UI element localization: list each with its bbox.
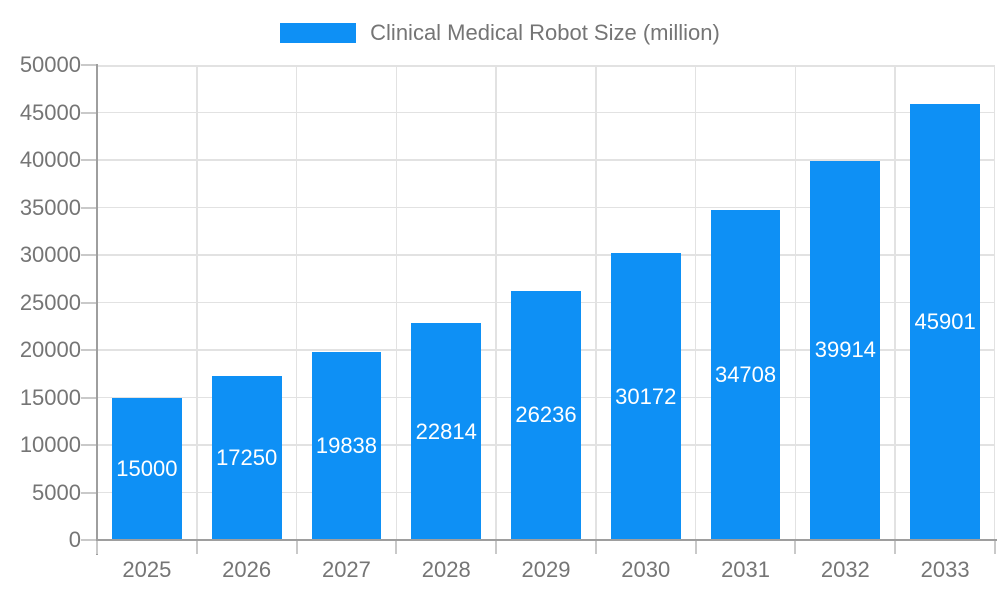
gridline-vertical <box>196 65 198 540</box>
gridline-vertical <box>595 65 597 540</box>
x-axis-tick-label: 2028 <box>421 557 471 582</box>
x-axis-tick-label: 2027 <box>321 557 371 582</box>
gridline-vertical <box>495 65 497 540</box>
gridline-horizontal <box>97 206 995 209</box>
x-axis-tick-label: 2029 <box>521 557 571 582</box>
gridline-vertical <box>794 65 797 540</box>
bar-2031[interactable]: 34708 <box>710 210 781 540</box>
y-tick-mark <box>81 539 96 541</box>
bar-value-label: 30172 <box>615 383 677 409</box>
legend-item[interactable]: Clinical Medical Robot Size (million) <box>280 20 720 46</box>
bar-value-label: 34708 <box>714 362 777 388</box>
gridline-vertical <box>694 65 697 540</box>
y-axis-tick-label: 50000 <box>19 52 81 77</box>
y-axis-tick-label: 40000 <box>19 147 81 172</box>
gridline-horizontal <box>97 254 995 256</box>
y-axis-tick-label: 10000 <box>19 432 81 457</box>
gridline-horizontal <box>97 111 995 114</box>
bar-2027[interactable]: 19838 <box>311 351 382 540</box>
x-tick-mark <box>894 541 897 554</box>
y-tick-mark <box>81 206 96 209</box>
y-axis-tick-label: 35000 <box>19 194 81 220</box>
x-axis-tick-label: 2026 <box>222 557 272 582</box>
bar-value-label: 15000 <box>116 455 178 481</box>
y-tick-mark <box>81 491 96 494</box>
bar-2030[interactable]: 30172 <box>610 253 681 540</box>
y-tick-mark <box>81 64 96 66</box>
gridline-vertical <box>894 65 896 540</box>
y-tick-mark <box>81 444 96 446</box>
gridline-vertical <box>395 65 398 540</box>
x-tick-mark <box>96 541 98 554</box>
y-tick-mark <box>81 111 96 114</box>
x-axis-tick-label: 2033 <box>920 557 970 582</box>
legend-swatch-icon <box>280 23 357 43</box>
x-tick-mark <box>794 541 797 554</box>
bar-2032[interactable]: 39914 <box>810 160 881 540</box>
gridline-horizontal <box>97 65 995 67</box>
x-tick-mark <box>994 541 996 554</box>
x-tick-mark <box>195 541 198 554</box>
y-axis-tick-label: 5000 <box>32 479 81 505</box>
plot-area: 15000 17250 19838 22814 26236 30172 34708 39914… <box>97 65 995 540</box>
bar-value-label: 22814 <box>415 418 477 444</box>
bar-2026[interactable]: 17250 <box>211 376 282 540</box>
x-tick-mark <box>395 541 398 554</box>
x-tick-mark <box>694 541 697 554</box>
bar-2029[interactable]: 26236 <box>511 290 581 540</box>
y-tick-mark <box>81 396 96 399</box>
x-tick-mark <box>495 541 498 554</box>
y-axis-tick-label: 15000 <box>19 384 81 410</box>
x-axis-line <box>96 539 997 541</box>
bar-value-label: 26236 <box>515 402 577 428</box>
x-axis-tick-label: 2032 <box>820 557 870 582</box>
y-axis-tick-label: 25000 <box>19 289 81 315</box>
legend-label: Clinical Medical Robot Size (million) <box>370 20 720 45</box>
x-axis-tick-label: 2025 <box>122 557 172 582</box>
bar-2028[interactable]: 22814 <box>411 323 482 540</box>
bar-2033[interactable]: 45901 <box>910 103 981 540</box>
x-tick-mark <box>295 541 298 554</box>
y-tick-mark <box>81 349 96 351</box>
y-axis-tick-label: 0 <box>68 527 81 552</box>
x-tick-mark <box>594 541 597 554</box>
legend: Clinical Medical Robot Size (million) <box>0 18 1000 48</box>
gridline-horizontal <box>97 159 995 161</box>
y-axis-tick-label: 45000 <box>19 99 81 125</box>
y-tick-mark <box>81 159 96 161</box>
y-axis-tick-label: 30000 <box>19 242 81 267</box>
bar-2025[interactable]: 15000 <box>111 397 182 540</box>
x-axis-tick-label: 2031 <box>721 557 771 582</box>
y-tick-mark <box>81 254 96 256</box>
bar-value-label: 39914 <box>814 337 876 363</box>
x-axis-tick-label: 2030 <box>621 557 671 582</box>
bar-value-label: 19838 <box>315 432 378 458</box>
gridline-vertical <box>993 65 995 540</box>
y-tick-mark <box>81 301 96 304</box>
bar-value-label: 17250 <box>216 445 278 471</box>
y-axis-line <box>96 64 98 555</box>
y-axis-tick-label: 20000 <box>19 337 81 362</box>
bar-value-label: 45901 <box>914 308 976 334</box>
gridline-vertical <box>295 65 298 540</box>
